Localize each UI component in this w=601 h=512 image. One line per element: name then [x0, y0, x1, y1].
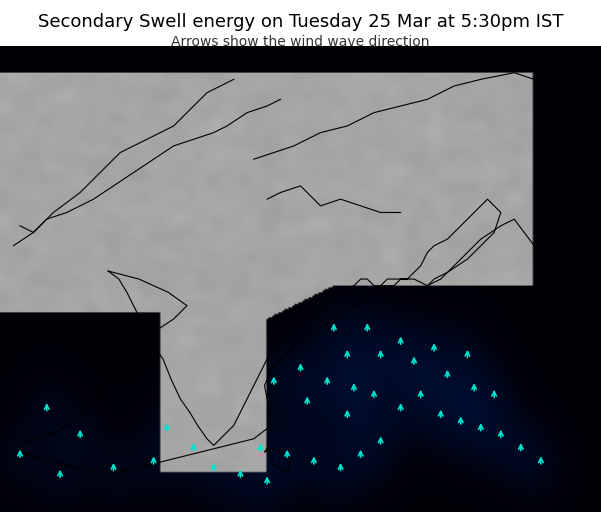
Text: Secondary Swell energy on Tuesday 25 Mar at 5:30pm IST: Secondary Swell energy on Tuesday 25 Mar… — [38, 13, 563, 31]
Text: Arrows show the wind wave direction: Arrows show the wind wave direction — [171, 35, 430, 49]
